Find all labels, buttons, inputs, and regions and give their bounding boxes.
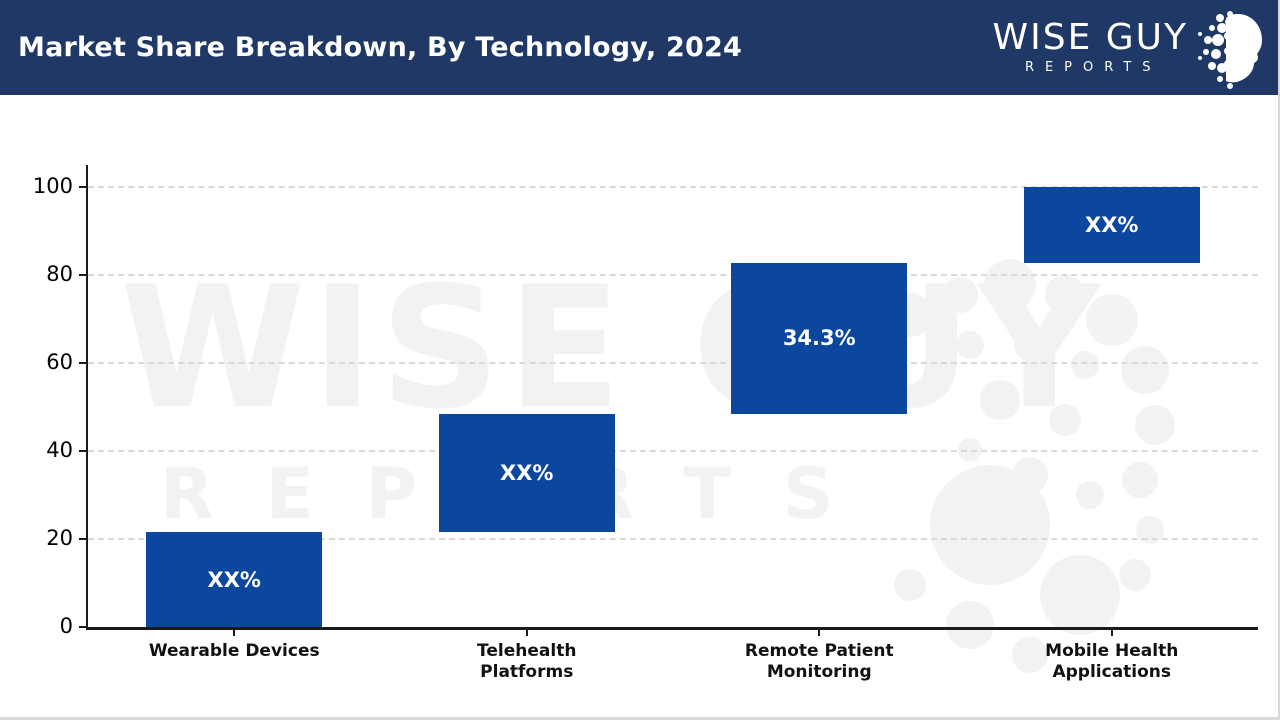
gridline	[88, 274, 1258, 276]
x-axis-tick	[818, 627, 821, 636]
brand-name: WISE GUY	[992, 17, 1188, 58]
bar-value-label: XX%	[1085, 212, 1139, 237]
y-axis-tick	[79, 626, 88, 628]
y-tick-label: 60	[46, 350, 73, 374]
y-tick-label: 100	[32, 174, 73, 198]
bar: XX%	[146, 532, 323, 627]
gridline	[88, 362, 1258, 364]
bar: 34.3%	[731, 262, 908, 414]
x-axis-line	[86, 627, 1258, 630]
gridline	[88, 450, 1258, 452]
bar-value-label: 34.3%	[782, 326, 856, 351]
brand-subtitle: REPORTS	[1024, 60, 1162, 75]
bar-value-label: XX%	[500, 460, 554, 485]
watermark-text: WISE GUY	[120, 250, 1107, 446]
bar-value-label: XX%	[207, 567, 261, 592]
y-axis-tick	[79, 450, 88, 452]
y-tick-label: 0	[59, 614, 73, 638]
y-tick-label: 40	[46, 438, 73, 462]
x-category-label: Mobile Health Applications	[1045, 641, 1179, 683]
watermark-head-dots-icon	[888, 259, 1175, 673]
chart-area: WISE GUY REPORTS 020406080100XX%Wearable…	[0, 95, 1280, 720]
y-axis-tick	[79, 362, 88, 364]
y-tick-label: 80	[46, 262, 73, 286]
y-tick-label: 20	[46, 526, 73, 550]
x-category-label: Telehealth Platforms	[477, 641, 577, 683]
y-axis-tick	[79, 274, 88, 276]
x-axis-tick	[525, 627, 528, 636]
brand-logo-text: WISE GUY REPORTS	[992, 17, 1189, 76]
x-category-label: Wearable Devices	[148, 641, 320, 661]
gridline	[88, 186, 1258, 188]
bar: XX%	[438, 413, 615, 533]
y-axis-line	[86, 165, 88, 629]
x-category-label: Remote Patient Monitoring	[744, 641, 894, 683]
x-axis-tick	[1110, 627, 1113, 636]
chart-title: Market Share Breakdown, By Technology, 2…	[18, 32, 743, 63]
gridline	[88, 538, 1258, 540]
header-bar: Market Share Breakdown, By Technology, 2…	[0, 0, 1280, 95]
brand-logo: WISE GUY REPORTS	[993, 6, 1280, 90]
brand-head-icon	[1198, 10, 1262, 89]
x-axis-tick	[233, 627, 236, 636]
bar: XX%	[1023, 187, 1200, 263]
y-axis-tick	[79, 186, 88, 188]
y-axis-tick	[79, 538, 88, 540]
